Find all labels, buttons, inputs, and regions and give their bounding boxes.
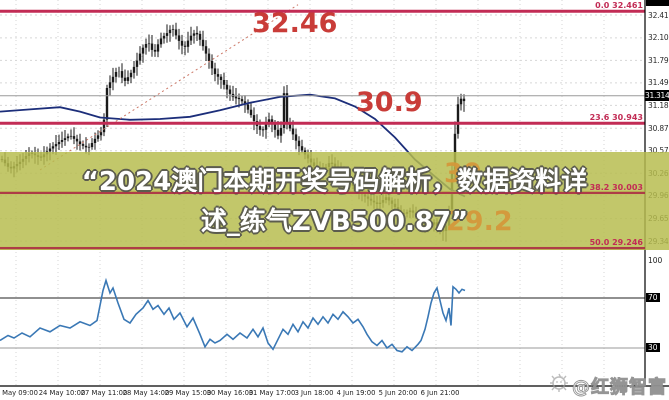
price-axis-label: 31.185: [648, 100, 669, 110]
time-axis-label: 6 Jun 21:00: [420, 389, 460, 397]
time-axis-label: 31 May 17:00: [248, 389, 296, 397]
fibonacci-line: [0, 191, 645, 194]
watermark-text: @红狮智富: [572, 376, 667, 398]
overlay-number-lower: 29.2: [446, 206, 513, 237]
overlay-number-upper: 30: [444, 158, 482, 189]
fib-level-0-price-label: 32.46: [252, 8, 338, 39]
time-axis-label: 5 Jun 20:00: [378, 389, 418, 397]
price-axis-label: 32.100: [648, 33, 669, 43]
price-axis-label: 31.795: [648, 55, 669, 65]
banner-title: “2024澳门本期开奖号码解析，数据资料详 述_练气ZVB500.87”: [0, 162, 669, 242]
fibonacci-level-label: 50.0 29.246: [589, 238, 643, 248]
time-axis-label: 24 May 10:00: [38, 389, 86, 397]
time-axis-label: May 09:00: [2, 389, 38, 397]
title-banner: 30 29.2 “2024澳门本期开奖号码解析，数据资料详 述_练气ZVB500…: [0, 152, 669, 250]
lion-icon: [548, 372, 570, 399]
time-axis-label: 30 May 16:00: [206, 389, 254, 397]
price-axis-label: 30.875: [648, 123, 669, 133]
price-axis-label: 30.570: [648, 146, 669, 156]
price-axis-label: 32.410: [648, 10, 669, 20]
indicator-level-label: 30: [646, 343, 660, 352]
fibonacci-line: [0, 247, 645, 250]
watermark: @红狮智富: [548, 372, 667, 399]
indicator-level-label: 70: [646, 293, 660, 302]
time-axis-label: 3 Jun 18:00: [294, 389, 334, 397]
fibonacci-level-label: 23.6 30.943: [589, 113, 643, 123]
time-axis-label: 28 May 14:00: [122, 389, 170, 397]
time-axis-label: 4 Jun 19:00: [336, 389, 376, 397]
time-axis-label: 27 May 11:00: [80, 389, 128, 397]
time-axis-label: 29 May 15:00: [164, 389, 212, 397]
banner-title-line2: 述_练气ZVB500.87”: [200, 207, 469, 237]
fibonacci-level-label: 0.0 32.461: [595, 1, 643, 11]
fib-level-236-price-label: 30.9: [356, 87, 423, 118]
indicator-level-label: 100: [648, 255, 663, 265]
clipped-price-box: [646, 0, 669, 6]
price-axis-label: 31.490: [648, 78, 669, 88]
current-price-box: 31.314: [645, 90, 669, 102]
fibonacci-level-label: 38.2 30.003: [589, 182, 643, 192]
